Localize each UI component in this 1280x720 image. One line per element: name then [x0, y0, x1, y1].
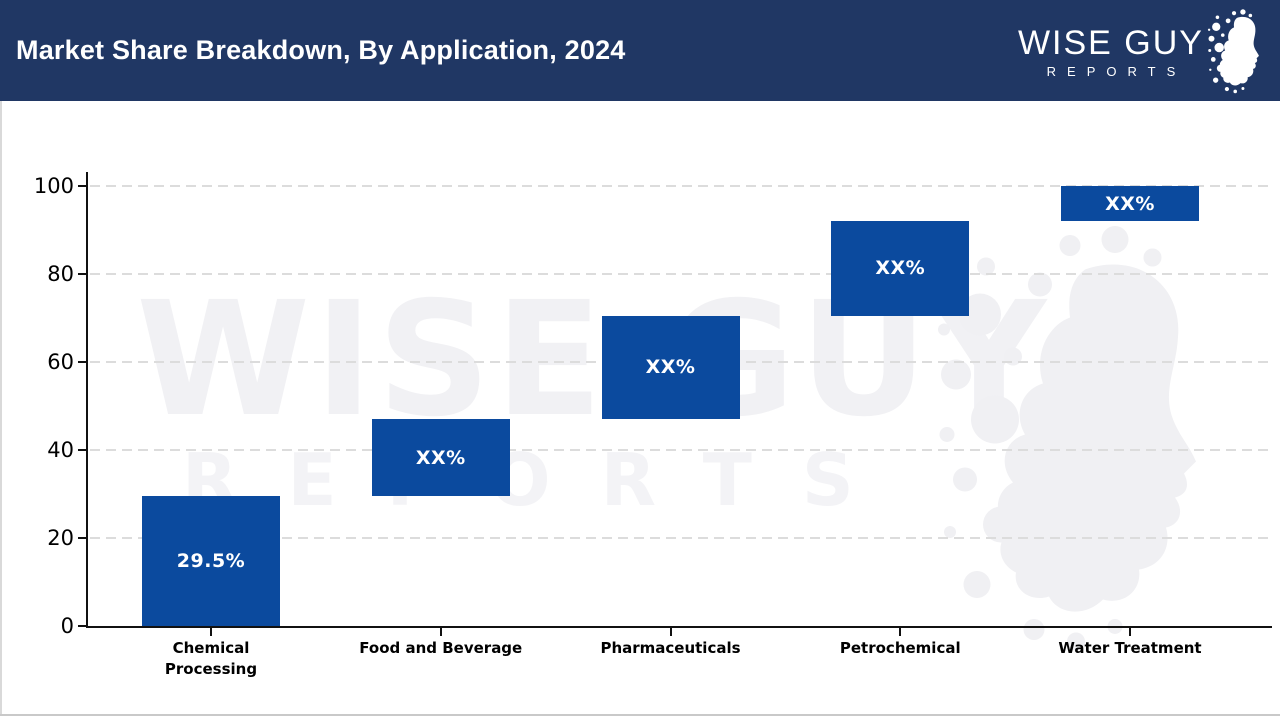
- x-tick-mark: [899, 628, 902, 636]
- y-tick-mark: [78, 625, 86, 627]
- x-category-label: Water Treatment: [1058, 639, 1202, 657]
- y-tick-label: 0: [60, 614, 74, 638]
- y-tick-label: 80: [47, 262, 74, 286]
- x-tick-mark: [669, 628, 672, 636]
- x-axis-line: [86, 626, 1272, 628]
- bar-value-label: XX%: [645, 356, 696, 379]
- x-category-label: Chemical Processing: [164, 639, 258, 678]
- y-tick-mark: [78, 185, 86, 187]
- y-tick-mark: [78, 273, 86, 275]
- y-tick-label: 20: [47, 526, 74, 550]
- watermark-reports-text: REPORTS: [182, 438, 904, 522]
- wise-guy-reports-logo: WISE GUY REPORTS: [1018, 6, 1268, 98]
- figure-bottom-border: [0, 714, 1280, 716]
- gridline-100: [90, 185, 1272, 187]
- y-axis-line: [86, 172, 88, 628]
- gridline-40: [90, 449, 1272, 451]
- y-tick-mark: [78, 537, 86, 539]
- y-tick-mark: [78, 449, 86, 451]
- bar-value-label: 29.5%: [176, 550, 246, 573]
- y-tick-mark: [78, 361, 86, 363]
- figure-left-border: [0, 101, 2, 715]
- bar-petrochemical: XX%: [831, 221, 970, 316]
- x-tick-mark: [210, 628, 212, 636]
- logo-subtext: REPORTS: [1046, 64, 1187, 79]
- chart-title: Market Share Breakdown, By Application, …: [16, 35, 626, 65]
- x-category-label: Pharmaceuticals: [600, 639, 741, 657]
- gridline-80: [90, 273, 1272, 275]
- bar-chemical-processing: 29.5%: [142, 496, 280, 626]
- bar-value-label: XX%: [415, 446, 466, 469]
- logo-wordmark: WISE GUY: [1017, 24, 1204, 62]
- x-tick-mark: [439, 628, 442, 636]
- gridline-20: [90, 537, 1272, 539]
- bar-water-treatment: XX%: [1061, 186, 1199, 222]
- x-category-label: Petrochemical: [839, 639, 961, 657]
- y-tick-label: 60: [47, 350, 74, 374]
- header-banner: Market Share Breakdown, By Application, …: [0, 0, 1280, 101]
- bar-value-label: XX%: [875, 257, 926, 280]
- x-category-label: Food and Beverage: [359, 639, 523, 657]
- bar-value-label: XX%: [1105, 192, 1155, 215]
- bar-food-and-beverage: XX%: [371, 419, 510, 497]
- x-tick-mark: [1129, 628, 1131, 636]
- bar-pharmaceuticals: XX%: [601, 315, 740, 420]
- y-tick-label: 40: [47, 438, 74, 462]
- y-tick-label: 100: [33, 174, 74, 198]
